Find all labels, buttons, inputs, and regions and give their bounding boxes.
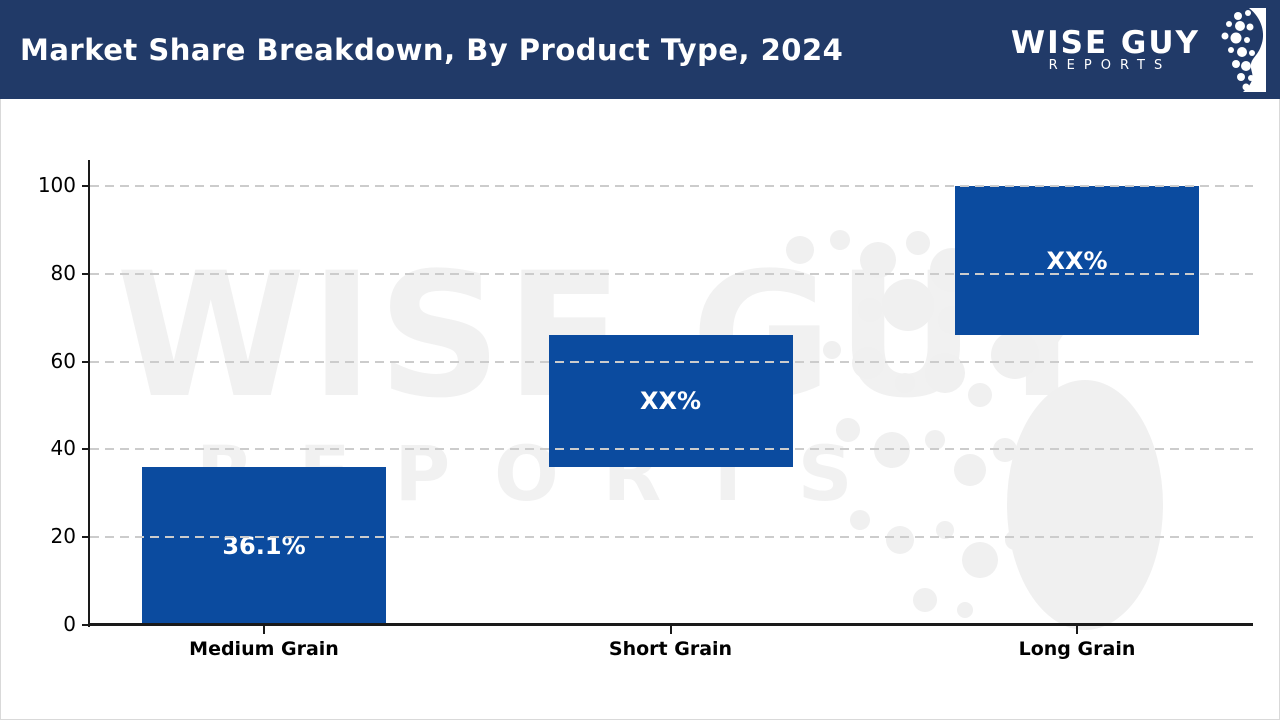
x-axis-spine	[88, 623, 1253, 626]
bar-medium-grain: 36.1%	[142, 466, 386, 625]
bar-value-label: XX%	[639, 386, 702, 415]
logo-wordmark: WISE GUY	[1010, 24, 1200, 61]
y-tick-mark	[82, 185, 90, 187]
chart-area: WISE GUY REPORTS	[0, 99, 1280, 720]
x-tick-label: Long Grain	[1018, 638, 1136, 660]
y-tick-label: 40	[50, 436, 76, 461]
x-tick-mark	[1076, 626, 1078, 634]
y-tick-mark	[82, 272, 90, 275]
y-tick-label: 0	[63, 612, 76, 636]
y-tick-mark	[82, 624, 90, 626]
gridline	[90, 272, 1253, 275]
x-tick-label: Short Grain	[608, 638, 733, 660]
wiseguy-logo: WISE GUY REPORTS	[1011, 7, 1280, 92]
x-tick-mark	[263, 626, 265, 634]
logo-text: WISE GUY REPORTS	[1011, 27, 1200, 73]
y-tick-mark	[82, 448, 90, 451]
bar-value-label: XX%	[1046, 246, 1108, 275]
gridline	[90, 185, 1253, 187]
x-tick-label: Medium Grain	[189, 638, 339, 660]
y-tick-mark	[82, 536, 90, 539]
bar-long-grain: XX%	[955, 186, 1199, 336]
gridline	[90, 360, 1253, 363]
y-tick-mark	[82, 360, 90, 363]
y-tick-label: 100	[37, 173, 76, 197]
chart-title: Market Share Breakdown, By Product Type,…	[20, 32, 844, 67]
y-axis-spine	[88, 160, 90, 627]
gridline	[90, 536, 1253, 539]
y-tick-label: 60	[50, 348, 76, 373]
watermark-face-icon	[786, 230, 1163, 630]
logo-subtext: REPORTS	[1048, 58, 1172, 74]
y-tick-label: 20	[50, 524, 76, 549]
x-tick-mark	[669, 626, 672, 634]
y-tick-label: 80	[50, 260, 76, 285]
logo-face-icon	[1221, 7, 1266, 92]
bar-short-grain: XX%	[548, 335, 793, 467]
header-bar: Market Share Breakdown, By Product Type,…	[0, 0, 1280, 99]
gridline	[90, 448, 1253, 451]
